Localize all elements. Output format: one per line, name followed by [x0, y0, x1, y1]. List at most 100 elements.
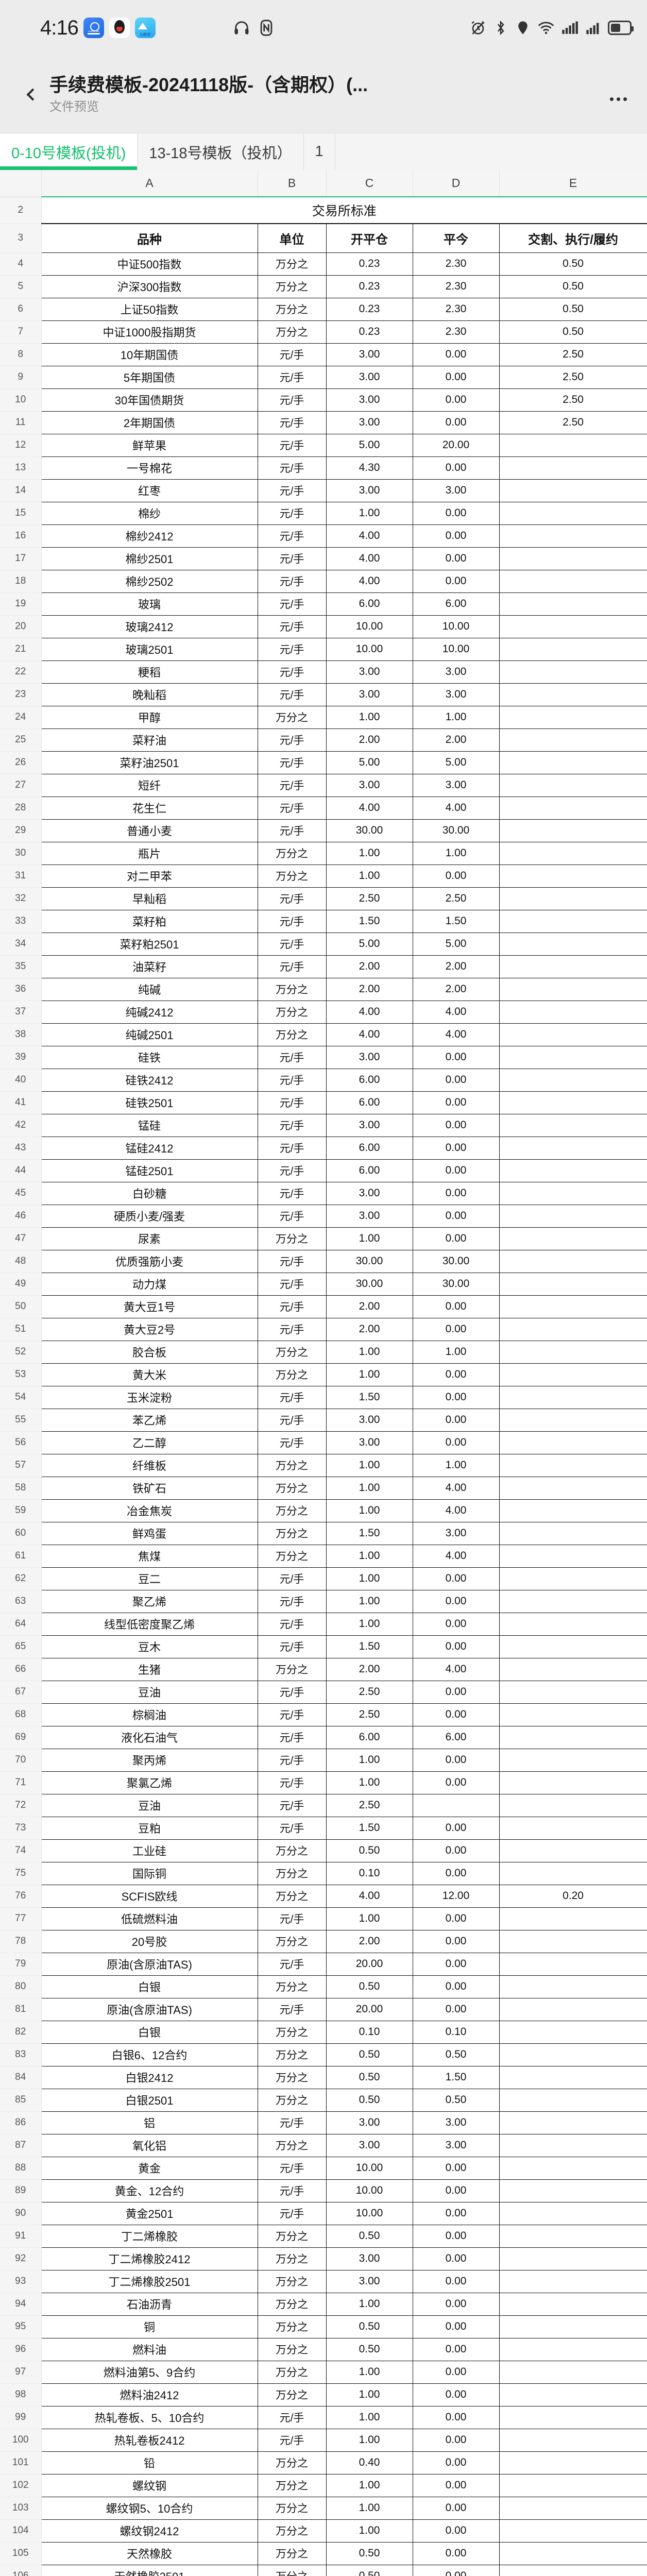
table-cell[interactable]: 20.00	[326, 1952, 413, 1976]
table-cell[interactable]: 30.00	[412, 1272, 500, 1296]
table-cell[interactable]: 0.00	[412, 1680, 500, 1704]
table-row[interactable]: 72 豆油 元/手 2.50	[0, 1793, 647, 1817]
table-cell[interactable]: 元/手	[257, 1703, 327, 1726]
column-header-B[interactable]: B	[258, 170, 327, 197]
table-cell[interactable]: 菜籽油2501	[41, 751, 258, 774]
table-cell[interactable]: 元/手	[257, 1272, 327, 1296]
column-header-D[interactable]: D	[413, 170, 500, 197]
row-index[interactable]: 26	[0, 751, 42, 774]
row-index[interactable]: 92	[0, 2247, 42, 2270]
table-cell[interactable]: 0.00	[412, 1363, 500, 1386]
table-cell[interactable]: 10年期国债	[41, 343, 258, 366]
row-index[interactable]: 83	[0, 2043, 42, 2066]
row-index[interactable]: 77	[0, 1907, 42, 1930]
table-cell[interactable]: 3.00	[412, 479, 500, 502]
table-row[interactable]: 73 豆粕 元/手 1.50 0.00	[0, 1816, 647, 1840]
table-cell[interactable]: 30.00	[326, 819, 413, 842]
table-row[interactable]: 62 豆二 元/手 1.00 0.00	[0, 1567, 647, 1590]
table-cell[interactable]: 3.00	[412, 660, 500, 684]
table-cell[interactable]: 3.00	[326, 660, 413, 684]
table-cell[interactable]: 20.00	[326, 1997, 413, 2021]
table-cell[interactable]: 万分之	[257, 2383, 327, 2406]
row-index[interactable]: 101	[0, 2451, 42, 2475]
table-row[interactable]: 5 沪深300指数 万分之 0.23 2.30 0.50	[0, 275, 647, 298]
table-cell[interactable]	[499, 1113, 647, 1137]
table-cell[interactable]	[499, 2201, 647, 2225]
table-cell[interactable]: 万分之	[257, 1861, 327, 1885]
row-index[interactable]: 40	[0, 1069, 42, 1092]
row-index[interactable]: 36	[0, 978, 42, 1001]
table-row[interactable]: 90 黄金2501 元/手 10.00 0.00	[0, 2201, 647, 2225]
row-index[interactable]: 20	[0, 615, 42, 638]
table-cell[interactable]: 3.00	[326, 1204, 413, 1228]
row-index[interactable]: 33	[0, 910, 42, 933]
table-row[interactable]: 55 苯乙烯 元/手 3.00 0.00	[0, 1408, 647, 1432]
table-cell[interactable]: 元/手	[257, 1771, 327, 1794]
table-cell[interactable]	[499, 887, 647, 910]
table-cell[interactable]: 0.50	[326, 2224, 413, 2248]
table-row[interactable]: 78 20号胶 万分之 2.00 0.00	[0, 1929, 647, 1953]
table-cell[interactable]: 元/手	[257, 2111, 327, 2134]
row-index[interactable]: 3	[0, 224, 42, 253]
row-index[interactable]: 7	[0, 320, 42, 344]
table-row[interactable]: 52 胶合板 万分之 1.00 1.00	[0, 1340, 647, 1364]
table-cell[interactable]: 纯碱2412	[41, 1000, 258, 1024]
table-cell[interactable]: 油菜籽	[41, 955, 258, 978]
table-column-header-3[interactable]: 平今	[412, 223, 500, 253]
table-cell[interactable]	[499, 637, 647, 661]
table-row[interactable]: 45 白砂糖 元/手 3.00 0.00	[0, 1181, 647, 1205]
table-cell[interactable]	[499, 1000, 647, 1024]
table-cell[interactable]: 元/手	[257, 2405, 327, 2429]
table-cell[interactable]: 2.00	[326, 1295, 413, 1318]
table-cell[interactable]	[499, 1340, 647, 1364]
table-cell[interactable]	[499, 2247, 647, 2270]
table-cell[interactable]: 0.00	[412, 1816, 500, 1840]
table-cell[interactable]	[499, 2043, 647, 2066]
table-row[interactable]: 22 粳稻 元/手 3.00 3.00	[0, 660, 647, 684]
row-index[interactable]: 60	[0, 1522, 42, 1545]
table-row[interactable]: 86 铝元/手 3.00 3.00	[0, 2111, 647, 2134]
row-index[interactable]: 76	[0, 1885, 42, 1908]
table-cell[interactable]: 中证1000股指期货	[41, 320, 258, 344]
table-cell[interactable]: 万分之	[257, 252, 327, 276]
table-cell[interactable]: 元/手	[257, 615, 327, 638]
table-cell[interactable]: 元/手	[257, 1204, 327, 1228]
table-row[interactable]: 43 锰硅2412 元/手 6.00 0.00	[0, 1136, 647, 1160]
table-cell[interactable]: 0.00	[412, 1181, 500, 1205]
table-cell[interactable]: 燃料油	[41, 2337, 258, 2361]
table-cell[interactable]: 0.50	[412, 2088, 500, 2112]
table-cell[interactable]: 1.00	[326, 1363, 413, 1386]
table-cell[interactable]	[499, 1793, 647, 1817]
table-row[interactable]: 48 优质强筋小麦 元/手 30.00 30.00	[0, 1249, 647, 1273]
table-cell[interactable]: 元/手	[257, 365, 327, 389]
table-cell[interactable]: 玉米淀粉	[41, 1385, 258, 1409]
table-cell[interactable]: 2.50	[326, 1680, 413, 1704]
table-cell[interactable]: 元/手	[257, 501, 327, 525]
table-cell[interactable]: 1.00	[326, 2519, 413, 2543]
table-cell[interactable]: 10.00	[412, 615, 500, 638]
table-cell[interactable]: 0.00	[412, 1068, 500, 1092]
table-cell[interactable]: 3.00	[326, 479, 413, 502]
table-cell[interactable]: 菜籽粕	[41, 909, 258, 933]
table-cell[interactable]: 万分之	[257, 1521, 327, 1545]
table-cell[interactable]: 10.00	[326, 2201, 413, 2225]
table-cell[interactable]	[499, 569, 647, 593]
table-cell[interactable]	[499, 2020, 647, 2044]
table-cell[interactable]: 元/手	[257, 2179, 327, 2202]
table-cell[interactable]: 3.00	[326, 1113, 413, 1137]
table-cell[interactable]	[499, 1227, 647, 1250]
table-cell[interactable]: 10.00	[412, 637, 500, 661]
row-index[interactable]: 65	[0, 1635, 42, 1658]
table-cell[interactable]: 元/手	[257, 955, 327, 978]
table-row[interactable]: 105 天然橡胶 万分之 0.50 0.00	[0, 2541, 647, 2565]
table-row[interactable]: 88 黄金 元/手 10.00 0.00	[0, 2156, 647, 2180]
row-index[interactable]: 51	[0, 1318, 42, 1341]
table-cell[interactable]: 0.00	[412, 411, 500, 434]
table-cell[interactable]: 1.00	[326, 1227, 413, 1250]
table-cell[interactable]	[499, 796, 647, 820]
table-cell[interactable]: 万分之	[257, 1453, 327, 1477]
table-cell[interactable]: 0.00	[412, 2473, 500, 2497]
table-row[interactable]: 54 玉米淀粉 元/手 1.50 0.00	[0, 1385, 647, 1409]
table-cell[interactable]: 1.00	[326, 864, 413, 888]
table-cell[interactable]: 10.00	[326, 615, 413, 638]
